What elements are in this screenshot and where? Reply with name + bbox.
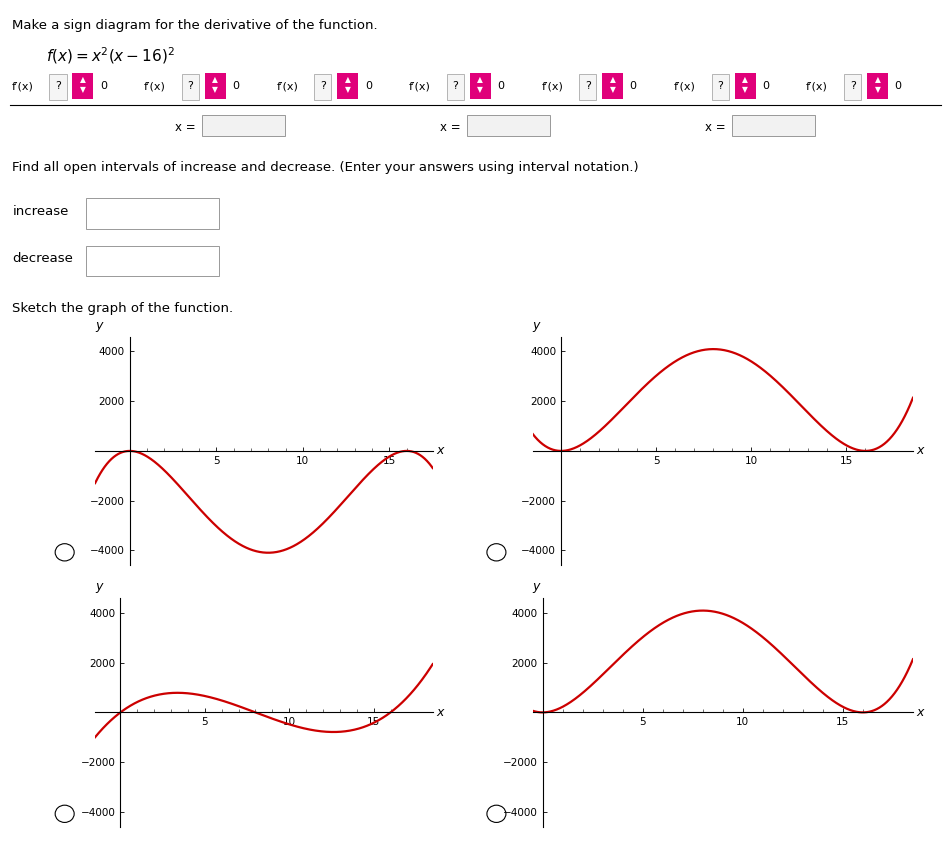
Text: Make a sign diagram for the derivative of the function.: Make a sign diagram for the derivative o…	[12, 19, 378, 32]
Text: ▲: ▲	[477, 75, 483, 84]
Text: 0: 0	[630, 81, 637, 91]
Text: f′(x): f′(x)	[806, 81, 828, 91]
Text: decrease: decrease	[12, 252, 73, 266]
Text: ?: ?	[320, 81, 326, 91]
Text: ▲: ▲	[212, 75, 218, 84]
Text: ?: ?	[187, 81, 193, 91]
Text: 0: 0	[895, 81, 902, 91]
Text: 0: 0	[232, 81, 240, 91]
Text: 0: 0	[365, 81, 372, 91]
Text: increase: increase	[12, 205, 68, 218]
Text: x: x	[917, 706, 924, 719]
Text: ▲: ▲	[80, 75, 86, 84]
Text: ▼: ▼	[477, 85, 483, 94]
Text: ?: ?	[717, 81, 724, 91]
Text: ?: ?	[453, 81, 458, 91]
Text: y: y	[533, 581, 540, 594]
Text: 0: 0	[762, 81, 769, 91]
Text: ▲: ▲	[742, 75, 748, 84]
Text: $f(x) = x^2(x-16)^2$: $f(x) = x^2(x-16)^2$	[46, 45, 175, 66]
Text: f′(x): f′(x)	[541, 81, 563, 91]
Text: ▼: ▼	[742, 85, 748, 94]
Text: x =: x =	[705, 121, 726, 134]
Text: ▼: ▼	[610, 85, 615, 94]
Text: ?: ?	[55, 81, 61, 91]
Text: y: y	[95, 581, 103, 594]
Text: f′(x): f′(x)	[673, 81, 695, 91]
Text: ▲: ▲	[875, 75, 881, 84]
Text: y: y	[533, 319, 540, 332]
Text: ▼: ▼	[875, 85, 881, 94]
Text: x =: x =	[440, 121, 460, 134]
Text: x =: x =	[175, 121, 196, 134]
Text: x: x	[437, 706, 443, 719]
Text: 0: 0	[100, 81, 107, 91]
Text: 0: 0	[497, 81, 504, 91]
Text: f′(x): f′(x)	[11, 81, 33, 91]
Text: ?: ?	[850, 81, 856, 91]
Text: f′(x): f′(x)	[409, 81, 431, 91]
Text: ▲: ▲	[610, 75, 615, 84]
Text: x: x	[437, 444, 443, 457]
Text: Sketch the graph of the function.: Sketch the graph of the function.	[12, 302, 234, 315]
Text: x: x	[917, 444, 924, 457]
Text: f′(x): f′(x)	[144, 81, 165, 91]
Text: ?: ?	[585, 81, 591, 91]
Text: ▲: ▲	[344, 75, 351, 84]
Text: ▼: ▼	[212, 85, 218, 94]
Text: f′(x): f′(x)	[277, 81, 299, 91]
Text: y: y	[95, 319, 103, 332]
Text: ▼: ▼	[344, 85, 351, 94]
Text: ▼: ▼	[80, 85, 86, 94]
Text: Find all open intervals of increase and decrease. (Enter your answers using inte: Find all open intervals of increase and …	[12, 161, 639, 174]
